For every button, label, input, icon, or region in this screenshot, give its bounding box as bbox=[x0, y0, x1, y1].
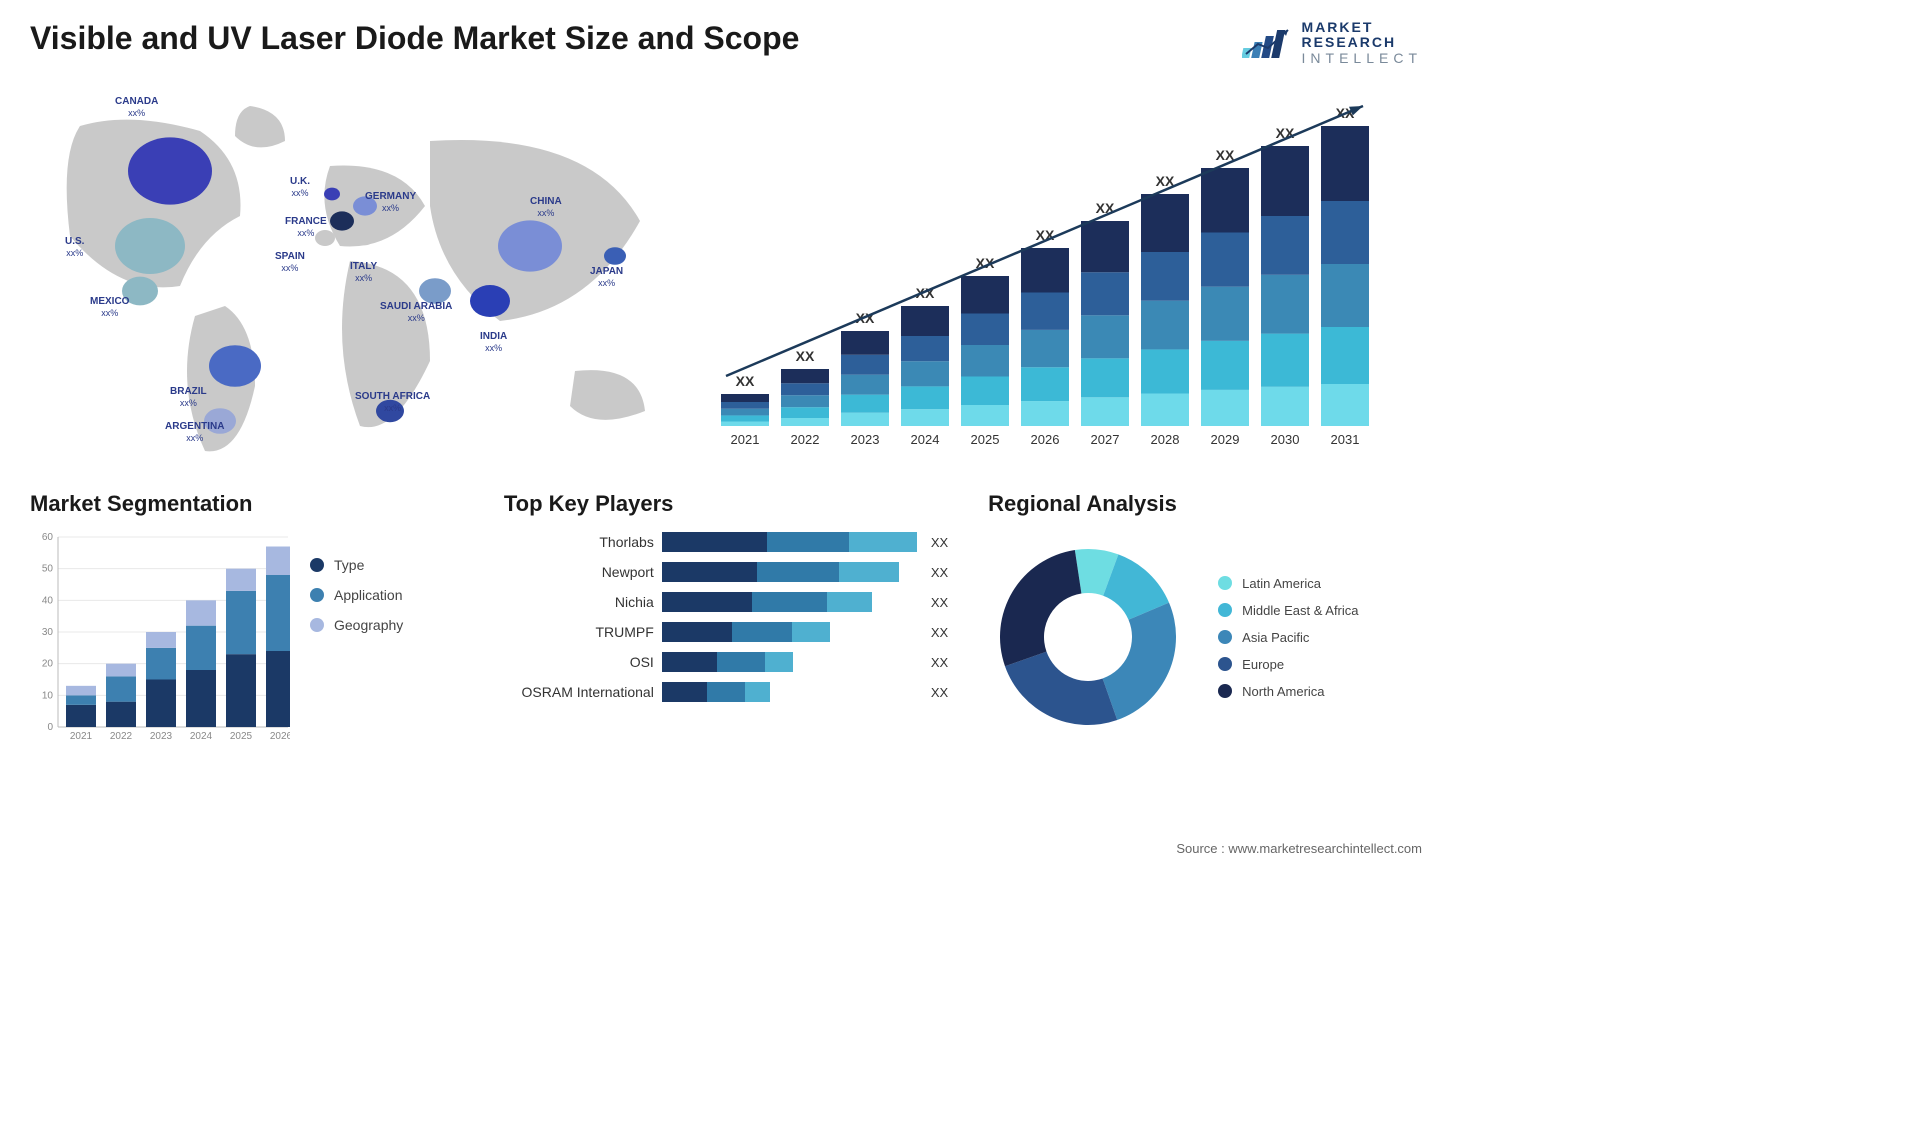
players-label: OSI bbox=[504, 654, 654, 670]
top-row: CANADAxx% U.S.xx% MEXICOxx% BRAZILxx% ARGENT… bbox=[30, 86, 1422, 466]
svg-text:2025: 2025 bbox=[971, 432, 1000, 447]
svg-text:50: 50 bbox=[42, 564, 54, 575]
svg-text:2022: 2022 bbox=[110, 731, 133, 742]
legend-item: Europe bbox=[1218, 657, 1358, 672]
map-label-mexico: MEXICOxx% bbox=[90, 296, 129, 320]
svg-text:XX: XX bbox=[736, 373, 755, 389]
svg-text:2023: 2023 bbox=[150, 731, 173, 742]
players-label: Nichia bbox=[504, 594, 654, 610]
svg-text:2024: 2024 bbox=[190, 731, 213, 742]
players-value: XX bbox=[925, 655, 948, 670]
legend-item: Asia Pacific bbox=[1218, 630, 1358, 645]
players-label: TRUMPF bbox=[504, 624, 654, 640]
players-bar bbox=[662, 592, 917, 612]
source-text: Source : www.marketresearchintellect.com bbox=[1176, 841, 1422, 856]
segmentation-chart: 0 10 20 30 40 50 60 2021 2022 2023 2024 2025 2026 Ty… bbox=[30, 527, 464, 747]
map-label-china: CHINAxx% bbox=[530, 196, 562, 220]
players-value: XX bbox=[925, 625, 948, 640]
svg-text:2027: 2027 bbox=[1091, 432, 1120, 447]
players-row: OSRAM International XX bbox=[504, 677, 948, 707]
svg-text:30: 30 bbox=[42, 627, 54, 638]
world-map: CANADAxx% U.S.xx% MEXICOxx% BRAZILxx% ARGENT… bbox=[30, 86, 670, 466]
players-value: XX bbox=[925, 595, 948, 610]
players-row: OSI XX bbox=[504, 647, 948, 677]
logo-line-3: INTELLECT bbox=[1302, 51, 1422, 66]
svg-text:2022: 2022 bbox=[791, 432, 820, 447]
logo-line-1: MARKET bbox=[1302, 20, 1422, 35]
svg-text:2026: 2026 bbox=[1031, 432, 1060, 447]
svg-text:2023: 2023 bbox=[851, 432, 880, 447]
players-bar bbox=[662, 622, 917, 642]
market-size-bar-chart: XX2021XX2022XX2023XX2024XX2025XX2026XX20… bbox=[700, 86, 1422, 466]
svg-text:2024: 2024 bbox=[911, 432, 940, 447]
map-label-argentina: ARGENTINAxx% bbox=[165, 421, 224, 445]
map-label-u-s-: U.S.xx% bbox=[65, 236, 84, 260]
players-row: Newport XX bbox=[504, 557, 948, 587]
legend-item: Geography bbox=[310, 617, 403, 633]
players-value: XX bbox=[925, 685, 948, 700]
map-label-italy: ITALYxx% bbox=[350, 261, 377, 285]
svg-text:2028: 2028 bbox=[1151, 432, 1180, 447]
logo-line-2: RESEARCH bbox=[1302, 35, 1422, 50]
players-bar bbox=[662, 652, 917, 672]
svg-text:0: 0 bbox=[47, 722, 53, 733]
legend-item: Latin America bbox=[1218, 576, 1358, 591]
segmentation-section: Market Segmentation 0 10 20 30 40 50 60 2021 202… bbox=[30, 491, 464, 747]
svg-text:2031: 2031 bbox=[1331, 432, 1360, 447]
map-label-saudi-arabia: SAUDI ARABIAxx% bbox=[380, 301, 452, 325]
legend-item: North America bbox=[1218, 684, 1358, 699]
regional-chart: Latin America Middle East & Africa Asia Pa… bbox=[988, 527, 1422, 747]
players-row: Nichia XX bbox=[504, 587, 948, 617]
svg-text:2021: 2021 bbox=[70, 731, 93, 742]
players-row: Thorlabs XX bbox=[504, 527, 948, 557]
map-label-india: INDIAxx% bbox=[480, 331, 507, 355]
map-label-germany: GERMANYxx% bbox=[365, 191, 416, 215]
svg-text:40: 40 bbox=[42, 596, 54, 607]
legend-item: Type bbox=[310, 557, 403, 573]
svg-text:20: 20 bbox=[42, 659, 54, 670]
svg-text:10: 10 bbox=[42, 691, 54, 702]
players-label: OSRAM International bbox=[504, 684, 654, 700]
players-title: Top Key Players bbox=[504, 491, 948, 517]
logo-text: MARKET RESEARCH INTELLECT bbox=[1302, 20, 1422, 66]
svg-text:2030: 2030 bbox=[1271, 432, 1300, 447]
players-label: Newport bbox=[504, 564, 654, 580]
map-label-south-africa: SOUTH AFRICAxx% bbox=[355, 391, 430, 415]
regional-legend: Latin America Middle East & Africa Asia Pa… bbox=[1218, 576, 1358, 699]
svg-text:2025: 2025 bbox=[230, 731, 253, 742]
players-bar bbox=[662, 562, 917, 582]
map-label-spain: SPAINxx% bbox=[275, 251, 305, 275]
map-label-u-k-: U.K.xx% bbox=[290, 176, 310, 200]
map-label-france: FRANCExx% bbox=[285, 216, 327, 240]
svg-text:2029: 2029 bbox=[1211, 432, 1240, 447]
players-bar bbox=[662, 532, 917, 552]
players-label: Thorlabs bbox=[504, 534, 654, 550]
players-bar bbox=[662, 682, 917, 702]
segmentation-title: Market Segmentation bbox=[30, 491, 464, 517]
regional-title: Regional Analysis bbox=[988, 491, 1422, 517]
bottom-row: Market Segmentation 0 10 20 30 40 50 60 2021 202… bbox=[30, 491, 1422, 747]
legend-item: Middle East & Africa bbox=[1218, 603, 1358, 618]
svg-text:60: 60 bbox=[42, 532, 54, 543]
svg-text:2026: 2026 bbox=[270, 731, 290, 742]
logo: MARKET RESEARCH INTELLECT bbox=[1242, 20, 1422, 66]
map-label-canada: CANADAxx% bbox=[115, 96, 158, 120]
players-row: TRUMPF XX bbox=[504, 617, 948, 647]
svg-text:XX: XX bbox=[796, 348, 815, 364]
svg-text:2021: 2021 bbox=[731, 432, 760, 447]
header: Visible and UV Laser Diode Market Size a… bbox=[30, 20, 1422, 66]
players-section: Top Key Players ThorlabsXXNewportXXNichi… bbox=[504, 491, 948, 747]
players-value: XX bbox=[925, 565, 948, 580]
map-label-brazil: BRAZILxx% bbox=[170, 386, 207, 410]
page-title: Visible and UV Laser Diode Market Size a… bbox=[30, 20, 799, 57]
players-value: XX bbox=[925, 535, 948, 550]
regional-section: Regional Analysis Latin America Middle Ea… bbox=[988, 491, 1422, 747]
logo-icon bbox=[1242, 26, 1292, 61]
segmentation-legend: Type Application Geography bbox=[310, 527, 403, 747]
map-label-japan: JAPANxx% bbox=[590, 266, 623, 290]
players-chart: Thorlabs XX Newport XX Nichia XX TRUMPF XX OSI XX… bbox=[504, 527, 948, 747]
legend-item: Application bbox=[310, 587, 403, 603]
